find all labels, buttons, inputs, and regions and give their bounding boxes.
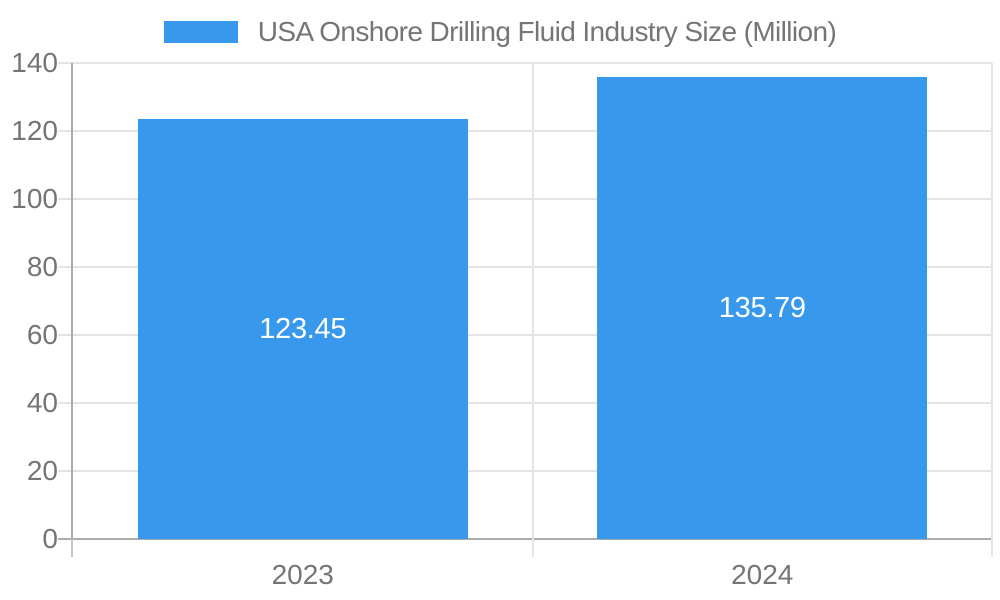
y-tick-label: 20 bbox=[26, 455, 58, 486]
y-tick-mark bbox=[58, 198, 73, 200]
y-tick-mark bbox=[58, 470, 73, 472]
plot-area: 123.45 135.79 bbox=[58, 62, 993, 557]
y-tick-mark bbox=[58, 62, 73, 64]
y-tick-label: 120 bbox=[11, 115, 58, 146]
y-tick-label: 140 bbox=[11, 47, 58, 78]
y-tick-mark bbox=[58, 266, 73, 268]
y-tick-label: 80 bbox=[26, 251, 58, 282]
bar[interactable]: 123.45 bbox=[137, 119, 468, 539]
y-tick-label: 0 bbox=[42, 523, 58, 554]
bar-value-label: 135.79 bbox=[718, 291, 806, 324]
legend-swatch-icon bbox=[163, 21, 238, 43]
y-tick-mark bbox=[58, 130, 73, 132]
x-tick-mark bbox=[531, 539, 534, 557]
y-tick-label: 60 bbox=[26, 319, 58, 350]
y-axis-line bbox=[71, 63, 73, 539]
bar-value-label: 123.45 bbox=[259, 312, 347, 345]
x-tick-mark bbox=[71, 539, 73, 557]
y-tick-mark bbox=[58, 402, 73, 404]
gridline-vertical bbox=[991, 63, 993, 539]
legend-label: USA Onshore Drilling Fluid Industry Size… bbox=[257, 16, 837, 47]
chart-legend[interactable]: USA Onshore Drilling Fluid Industry Size… bbox=[0, 16, 1000, 48]
x-tick-label: 2023 bbox=[271, 559, 334, 590]
y-tick-label: 40 bbox=[26, 387, 58, 418]
x-tick-mark bbox=[991, 539, 993, 557]
y-tick-mark bbox=[58, 334, 73, 336]
y-tick-label: 100 bbox=[11, 183, 58, 214]
x-tick-label: 2024 bbox=[731, 559, 794, 590]
y-tick-mark bbox=[58, 538, 73, 540]
bar[interactable]: 135.79 bbox=[597, 77, 928, 539]
gridline-vertical bbox=[531, 63, 534, 539]
